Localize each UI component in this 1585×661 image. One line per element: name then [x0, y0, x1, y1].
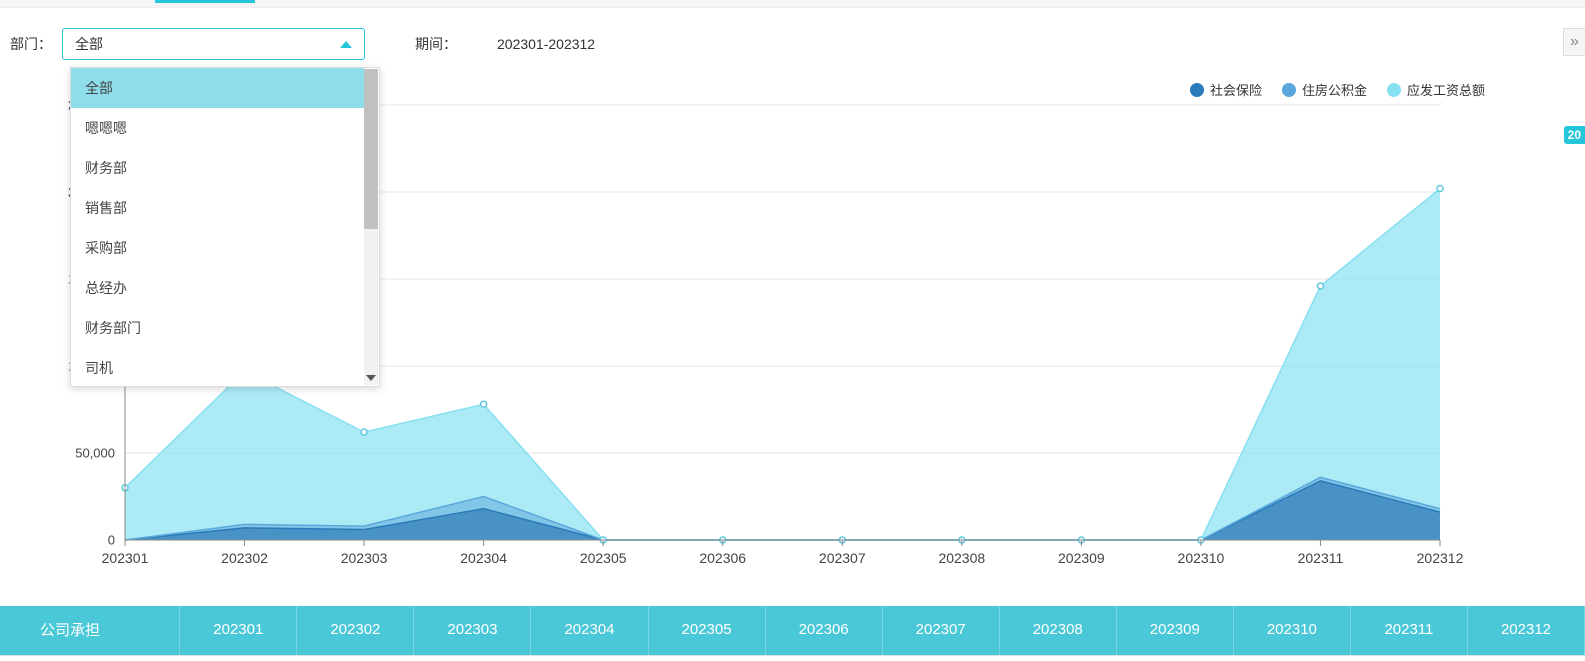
x-axis-label: 202312: [1417, 550, 1464, 566]
footer-body: [0, 655, 1585, 661]
dropdown-option[interactable]: 销售部: [71, 188, 364, 228]
x-axis-label: 202308: [938, 550, 985, 566]
dropdown-option[interactable]: 财务部门: [71, 308, 364, 348]
chevron-down-icon: [366, 375, 376, 381]
x-axis-label: 202310: [1178, 550, 1225, 566]
footer-column-header[interactable]: 202302: [297, 606, 414, 661]
y-axis-label: 50,000: [75, 446, 115, 461]
x-axis-label: 202311: [1298, 550, 1344, 566]
filter-bar: 部门： 全部 期间： 202301-202312: [0, 8, 1585, 60]
footer-column-header[interactable]: 202308: [1000, 606, 1117, 661]
x-axis-label: 202304: [460, 550, 507, 566]
chevron-up-icon: [340, 41, 352, 48]
dropdown-option[interactable]: 总经办: [71, 268, 364, 308]
x-axis-label: 202309: [1058, 550, 1105, 566]
scrollbar-thumb[interactable]: [364, 69, 378, 229]
dept-label: 部门：: [10, 34, 52, 54]
footer-column-header[interactable]: 202304: [531, 606, 648, 661]
dept-select[interactable]: 全部: [62, 28, 365, 60]
footer-column-header[interactable]: 202303: [414, 606, 531, 661]
x-axis-label: 202305: [580, 550, 627, 566]
top-bar: [0, 0, 1585, 8]
footer-column-header[interactable]: 202305: [649, 606, 766, 661]
footer-column-header[interactable]: 202310: [1234, 606, 1351, 661]
x-axis-label: 202307: [819, 550, 866, 566]
dropdown-option[interactable]: 全部: [71, 68, 364, 108]
footer-column-header[interactable]: 202311: [1351, 606, 1468, 661]
dropdown-option[interactable]: 采购部: [71, 228, 364, 268]
x-axis-label: 202303: [341, 550, 388, 566]
dept-select-value: 全部: [75, 34, 103, 54]
x-axis-label: 202301: [102, 550, 149, 566]
footer-column-header[interactable]: 202301: [180, 606, 297, 661]
footer-column-header[interactable]: 202307: [883, 606, 1000, 661]
footer-table: 公司承担202301202302202303202304202305202306…: [0, 606, 1585, 661]
footer-column-header[interactable]: 202309: [1117, 606, 1234, 661]
footer-column-header[interactable]: 202312: [1468, 606, 1585, 661]
x-axis-label: 202306: [699, 550, 746, 566]
dept-dropdown: 全部嗯嗯嗯财务部销售部采购部总经办财务部门司机: [70, 67, 380, 387]
dropdown-option[interactable]: 司机: [71, 348, 364, 387]
active-tab-indicator: [155, 0, 255, 3]
dropdown-option[interactable]: 嗯嗯嗯: [71, 108, 364, 148]
dropdown-scrollbar[interactable]: [364, 69, 378, 385]
period-value: 202301-202312: [497, 36, 595, 52]
x-axis-label: 202302: [221, 550, 268, 566]
period-label: 期间：: [415, 34, 457, 54]
y-axis-label: 0: [108, 533, 115, 548]
footer-row-label: 公司承担: [0, 606, 180, 661]
dropdown-option[interactable]: 财务部: [71, 148, 364, 188]
footer-column-header[interactable]: 202306: [766, 606, 883, 661]
